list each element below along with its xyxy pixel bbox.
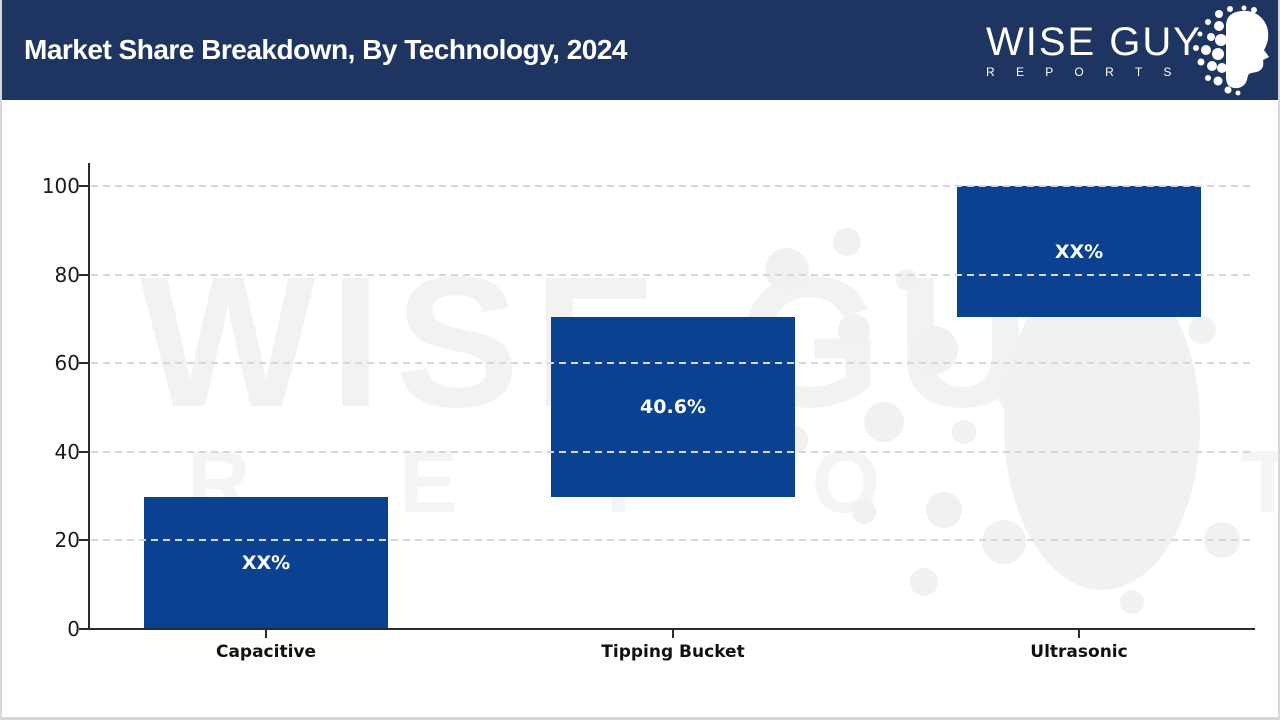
y-tick-mark-40: [79, 450, 88, 453]
logo-secondary-text: R E P O R T S: [985, 64, 1181, 79]
y-tick-label-40: 40: [54, 439, 80, 464]
wise-guy-logo: WISE GUY R E P O R T S: [986, 0, 1278, 100]
x-category-label-capacitive: Capacitive: [215, 642, 317, 662]
y-tick-label-80: 80: [54, 262, 80, 287]
x-category-label-tipping-bucket: Tipping Bucket: [601, 642, 745, 662]
y-tick-mark-80: [79, 273, 88, 276]
bar-segment-tipping-bucket: 40.6%: [551, 317, 795, 497]
x-tick-mark-3: [1078, 630, 1080, 638]
y-tick-label-60: 60: [54, 351, 80, 376]
gridline-80: [91, 273, 1255, 276]
bar-segment-capacitive: XX%: [144, 496, 388, 629]
y-axis-line: [88, 163, 90, 630]
x-axis-line: [88, 628, 1255, 630]
bar-segment-ultrasonic: XX%: [957, 186, 1201, 318]
x-tick-mark-1: [265, 630, 267, 638]
x-category-label-ultrasonic: Ultrasonic: [1030, 642, 1128, 662]
gridline-20: [91, 539, 1255, 542]
y-tick-mark-60: [79, 362, 88, 365]
y-tick-mark-20: [79, 539, 88, 542]
y-tick-label-20: 20: [54, 528, 80, 553]
y-tick-mark-0: [79, 628, 88, 630]
x-tick-mark-2: [672, 630, 674, 638]
y-tick-label-100: 100: [41, 174, 80, 198]
logo-text: WISE GUY R E P O R T S: [986, 22, 1202, 79]
y-tick-label-0: 0: [67, 617, 80, 641]
page-title: Market Share Breakdown, By Technology, 2…: [24, 34, 628, 65]
gridline-40: [91, 450, 1255, 453]
bar-value-label: 40.6%: [640, 396, 706, 419]
gridline-100: [91, 185, 1255, 187]
bar-value-label: XX%: [241, 551, 291, 574]
bar-value-label: XX%: [1054, 240, 1104, 263]
y-tick-mark-100: [79, 185, 88, 187]
logo-face-icon: [1193, 5, 1269, 96]
header: Market Share Breakdown, By Technology, 2…: [2, 0, 1278, 100]
logo-primary-text: WISE GUY: [985, 19, 1202, 64]
gridline-60: [91, 362, 1255, 365]
